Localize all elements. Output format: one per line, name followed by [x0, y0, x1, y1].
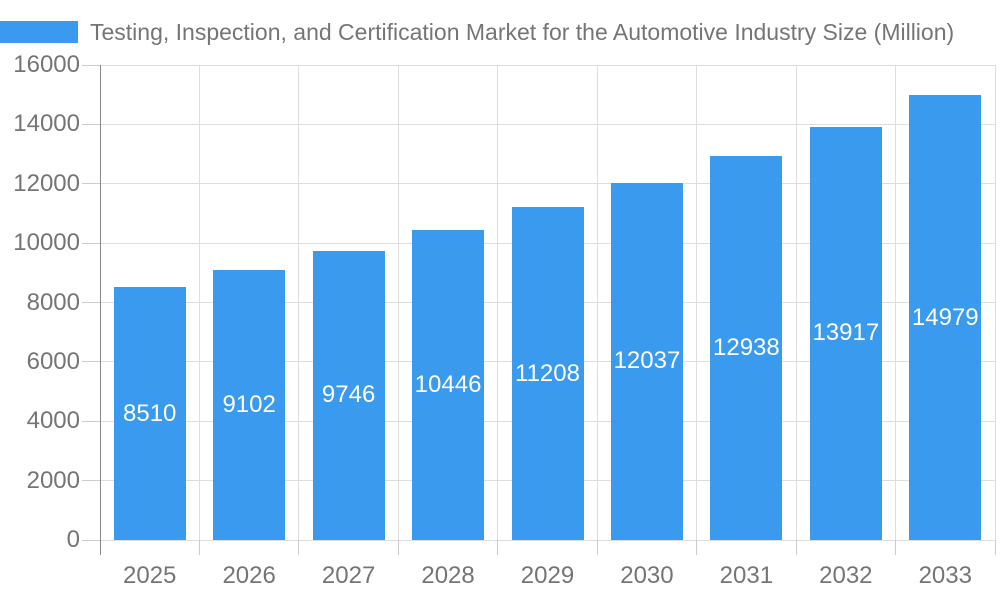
x-gridline — [298, 65, 300, 540]
y-axis-tick — [82, 183, 100, 185]
x-axis-label: 2029 — [520, 562, 575, 589]
y-axis-line — [99, 65, 101, 555]
x-gridline — [497, 65, 499, 540]
y-axis-label: 2000 — [26, 466, 80, 494]
x-axis-label: 2028 — [421, 562, 475, 589]
bar — [312, 250, 385, 540]
legend-swatch — [0, 21, 78, 43]
x-gridline — [198, 65, 200, 540]
y-axis-label: 10000 — [13, 229, 80, 257]
x-axis-tick — [696, 540, 698, 555]
bar-value-label: 10446 — [414, 370, 482, 398]
x-gridline — [596, 65, 598, 540]
y-axis-tick — [82, 242, 100, 244]
bar — [710, 155, 783, 540]
y-axis-label: 8000 — [26, 288, 80, 316]
x-gridline — [696, 65, 698, 540]
bar-value-label: 12037 — [613, 347, 681, 375]
y-axis-tick — [82, 420, 100, 422]
y-axis-tick — [82, 302, 100, 303]
y-gridline — [100, 123, 995, 125]
y-axis-tick — [82, 361, 100, 363]
bar-value-label: 14979 — [911, 303, 979, 331]
x-axis-label: 2031 — [719, 562, 774, 589]
y-axis-tick — [82, 539, 100, 541]
y-axis-tick — [82, 480, 100, 482]
bar-value-label: 11208 — [515, 359, 580, 387]
bar-value-label: 9746 — [321, 381, 376, 409]
bar — [113, 287, 186, 540]
y-axis-label: 0 — [66, 526, 80, 553]
bar-value-label: 8510 — [123, 399, 177, 427]
x-gridline — [895, 65, 897, 540]
x-axis-tick — [198, 540, 200, 555]
y-axis-label: 4000 — [26, 407, 80, 435]
bar — [213, 269, 286, 540]
x-gridline — [994, 65, 996, 540]
y-axis-label: 16000 — [13, 51, 80, 78]
x-axis-tick — [795, 540, 797, 555]
y-axis-tick — [82, 64, 100, 66]
y-gridline — [100, 183, 995, 185]
x-axis-tick — [497, 540, 499, 555]
y-axis-label: 12000 — [13, 169, 80, 197]
chart-title: Testing, Inspection, and Certification M… — [90, 19, 955, 45]
y-axis-label: 6000 — [26, 347, 80, 375]
x-axis-label: 2026 — [222, 562, 276, 589]
x-gridline — [795, 65, 797, 540]
x-axis-label: 2030 — [620, 562, 674, 589]
x-axis-label: 2027 — [321, 562, 376, 589]
x-gridline — [397, 65, 399, 540]
bar-value-label: 12938 — [713, 333, 780, 361]
x-axis-label: 2033 — [918, 562, 972, 589]
x-axis-tick — [596, 540, 598, 555]
y-gridline — [100, 64, 995, 66]
x-axis-label: 2025 — [123, 562, 177, 589]
bar — [610, 182, 683, 540]
y-axis-label: 14000 — [13, 110, 80, 138]
bar-value-label: 13917 — [812, 319, 880, 347]
bar — [511, 207, 584, 540]
x-axis-tick — [994, 540, 996, 555]
x-axis-tick — [895, 540, 897, 555]
x-axis-tick — [397, 540, 399, 555]
x-axis-label: 2032 — [819, 562, 873, 589]
bar — [809, 126, 882, 540]
y-axis-tick — [82, 123, 100, 125]
bar — [909, 95, 982, 540]
bar — [412, 229, 485, 540]
y-gridline — [100, 539, 995, 541]
bar-value-label: 9102 — [222, 390, 276, 418]
x-axis-tick — [298, 540, 300, 555]
